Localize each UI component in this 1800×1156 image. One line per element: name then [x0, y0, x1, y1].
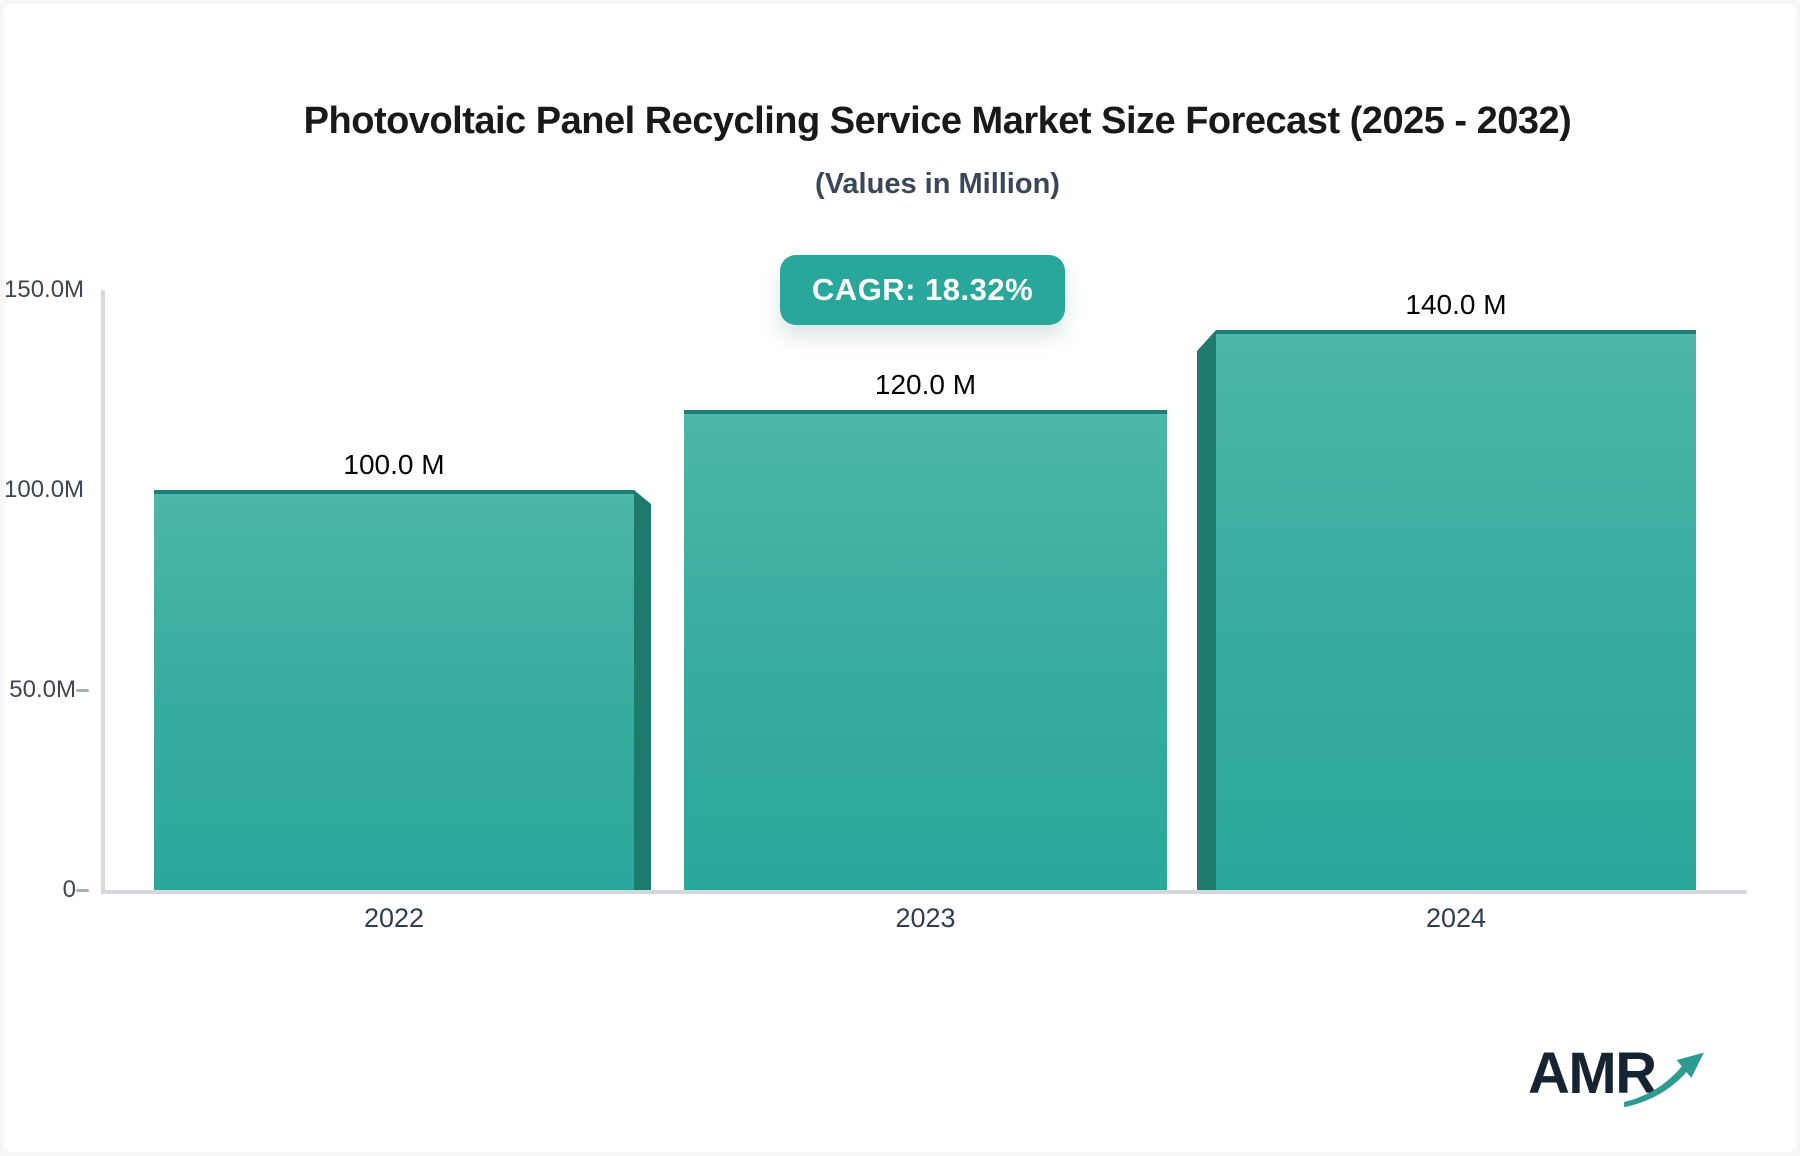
x-axis-label-2023: 2023	[895, 903, 956, 933]
amr-logo: AMR	[1528, 1030, 1728, 1122]
chart-title: Photovoltaic Panel Recycling Service Mar…	[303, 100, 1572, 142]
x-axis-line	[101, 890, 1747, 894]
y-tick-mark-50	[76, 689, 89, 692]
y-axis-line	[101, 290, 105, 894]
plot-area: 150.0M 100.0M 50.0M 0 100.0 M 120.0 M 140.0 M…	[4, 4, 1796, 1152]
bar-2022-side-shade	[634, 490, 651, 890]
chart-subtitle: (Values in Million)	[815, 168, 1060, 200]
bar-2022	[154, 490, 634, 890]
bar-2023	[684, 410, 1167, 890]
x-axis-label-2022: 2022	[363, 903, 425, 933]
cagr-badge: CAGR: 18.32%	[780, 255, 1065, 325]
chart-card: Photovoltaic Panel Recycling Service Mar…	[4, 4, 1796, 1152]
growth-arrow-icon	[1624, 1052, 1704, 1108]
bar-2024-side-shade	[1197, 330, 1216, 890]
amr-logo-text: AMR	[1528, 1041, 1657, 1106]
y-axis-label-100: 100.0M	[4, 476, 85, 503]
bar-value-label-2024: 140.0 M	[1405, 289, 1507, 320]
x-axis-label-2024: 2024	[1425, 903, 1487, 933]
bar-2024	[1216, 330, 1696, 890]
y-axis-label-50: 50.0M	[9, 676, 76, 703]
y-tick-mark-0	[76, 889, 89, 892]
cagr-badge-label: CAGR: 18.32%	[811, 272, 1034, 307]
y-axis-label-150: 150.0M	[4, 276, 85, 303]
bar-value-label-2023: 120.0 M	[874, 369, 977, 400]
bar-value-label-2022: 100.0 M	[343, 449, 445, 480]
y-axis-label-0: 0	[62, 876, 76, 903]
